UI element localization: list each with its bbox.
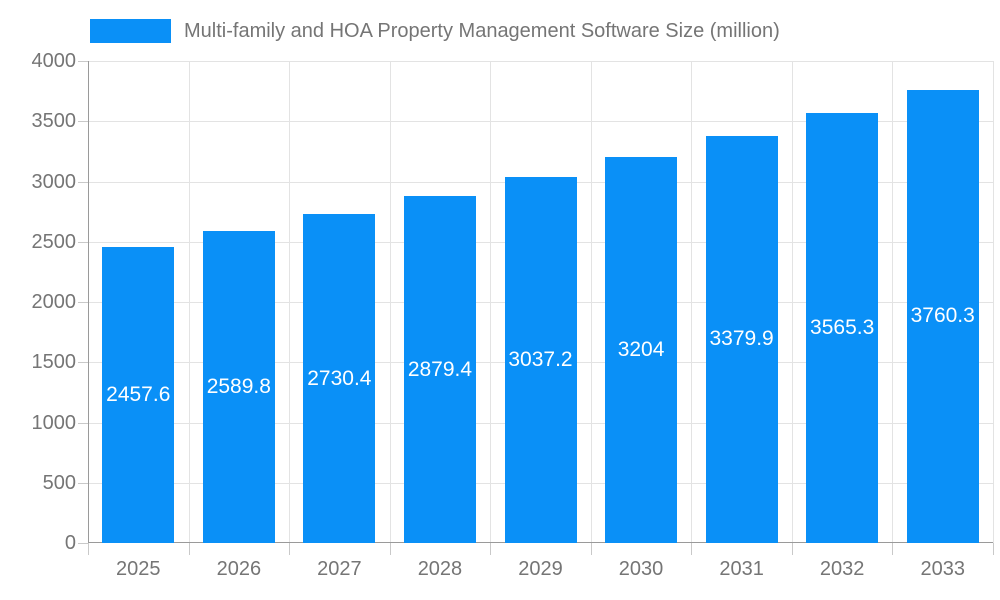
bar: 3037.2 bbox=[504, 177, 577, 543]
y-tick-label: 500 bbox=[42, 471, 76, 494]
y-tick bbox=[78, 543, 88, 544]
x-tick bbox=[490, 543, 491, 555]
chart-legend: Multi-family and HOA Property Management… bbox=[90, 19, 780, 43]
x-tick bbox=[591, 543, 592, 555]
x-tick-label: 2026 bbox=[216, 558, 262, 580]
y-tick-label: 4000 bbox=[31, 50, 77, 72]
y-tick-label: 1500 bbox=[31, 351, 77, 374]
bar-value-label: 3379.9 bbox=[709, 327, 774, 351]
bar-value-label: 3204 bbox=[617, 337, 665, 361]
y-tick bbox=[78, 422, 88, 424]
legend-swatch bbox=[90, 19, 171, 43]
x-tick-label: 2031 bbox=[719, 558, 764, 580]
bar: 3379.9 bbox=[705, 135, 778, 543]
y-tick bbox=[78, 121, 88, 123]
y-tick-label: 2500 bbox=[31, 230, 77, 253]
x-gridline bbox=[390, 61, 391, 543]
bar-value-label: 3565.3 bbox=[810, 316, 875, 340]
x-tick bbox=[993, 543, 994, 555]
x-tick bbox=[289, 543, 290, 555]
y-tick-label: 0 bbox=[64, 532, 76, 554]
plot-area: 0 500 1000 1500 2000 2500 3000 3500 4000 2457.6 25… bbox=[32, 50, 994, 580]
bar: 2589.8 bbox=[202, 230, 275, 543]
x-tick bbox=[88, 543, 89, 555]
x-tick-label: 2028 bbox=[417, 558, 463, 580]
x-tick-label: 2032 bbox=[819, 558, 865, 580]
x-tick-label: 2027 bbox=[317, 558, 362, 580]
x-tick bbox=[691, 543, 692, 555]
bar: 2457.6 bbox=[102, 246, 175, 543]
y-gridline bbox=[88, 121, 993, 123]
bar-value-label: 3760.3 bbox=[910, 304, 975, 328]
y-tick-label: 3000 bbox=[31, 170, 77, 193]
x-gridline bbox=[691, 61, 692, 543]
x-gridline bbox=[591, 61, 592, 543]
x-gridline bbox=[490, 61, 491, 543]
y-tick-label: 2000 bbox=[31, 291, 77, 313]
bar-value-label: 2457.6 bbox=[106, 382, 171, 406]
y-tick-label: 3500 bbox=[31, 110, 77, 133]
x-gridline bbox=[289, 61, 290, 543]
y-tick-label: 1000 bbox=[31, 411, 77, 434]
bar-value-label: 2730.4 bbox=[307, 366, 372, 390]
x-tick bbox=[892, 543, 893, 555]
x-gridline bbox=[892, 61, 893, 543]
bar: 2879.4 bbox=[403, 196, 476, 543]
bar-value-label: 3037.2 bbox=[508, 348, 573, 372]
y-gridline bbox=[88, 61, 993, 62]
x-gridline bbox=[189, 61, 190, 543]
x-tick bbox=[390, 543, 391, 555]
bar-value-label: 2589.8 bbox=[206, 374, 271, 398]
y-tick bbox=[78, 241, 88, 243]
bar: 3760.3 bbox=[906, 89, 979, 543]
x-gridline bbox=[993, 61, 994, 543]
x-tick-label: 2029 bbox=[518, 558, 563, 580]
y-tick bbox=[78, 482, 88, 484]
y-tick bbox=[78, 61, 88, 62]
bar: 3565.3 bbox=[806, 113, 879, 543]
y-tick bbox=[78, 181, 88, 183]
x-tick-label: 2025 bbox=[116, 558, 161, 580]
bar: 3204 bbox=[605, 156, 678, 543]
y-tick bbox=[78, 302, 88, 303]
bar: 2730.4 bbox=[303, 214, 376, 543]
x-tick bbox=[792, 543, 793, 555]
x-gridline bbox=[792, 61, 793, 543]
bar-value-label: 2879.4 bbox=[407, 357, 473, 381]
legend-label: Multi-family and HOA Property Management… bbox=[184, 19, 780, 42]
y-tick bbox=[78, 362, 88, 364]
x-tick bbox=[189, 543, 190, 555]
y-axis-line bbox=[88, 61, 89, 543]
x-tick-label: 2030 bbox=[618, 558, 664, 580]
x-tick-label: 2033 bbox=[920, 558, 965, 580]
